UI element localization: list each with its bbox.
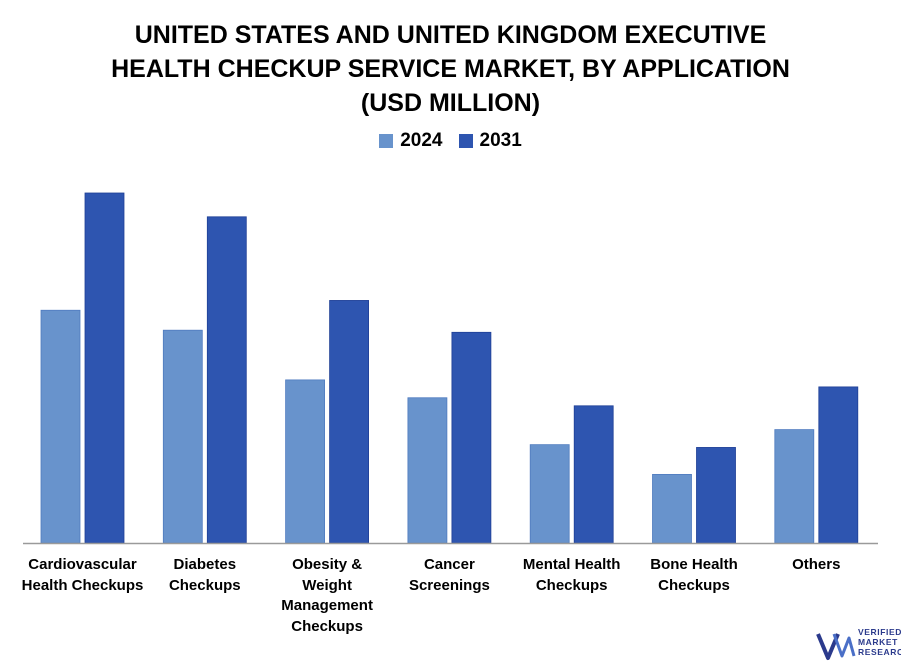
legend-label-2024: 2024	[400, 130, 443, 151]
category-label-line: Management	[281, 597, 373, 614]
category-label-2: Obesity & Weight Management Checkups	[262, 555, 392, 637]
legend-swatch-2024	[379, 134, 394, 148]
category-label-line: Cardiovascular	[28, 556, 137, 573]
bar-2031-2	[329, 300, 370, 544]
chart-title: UNITED STATES AND UNITED KINGDOM EXECUTI…	[0, 18, 901, 120]
logo-text-line-3: RESEARCH	[858, 647, 901, 657]
category-label-line: Diabetes	[173, 556, 237, 573]
category-label-line: Screenings	[408, 576, 490, 594]
category-label-line: Others	[792, 556, 841, 573]
bar-2024-6	[774, 429, 815, 544]
category-label-line: Checkups	[168, 576, 241, 594]
category-label-line: Cancer	[423, 556, 475, 573]
bar-2024-4	[529, 444, 570, 544]
category-label-line: Mental Health	[522, 556, 621, 573]
logo-text-line-2: MARKET	[858, 637, 898, 647]
legend-swatch-2031	[458, 134, 473, 148]
verified-market-research-logo	[816, 633, 856, 660]
bar-2031-6	[818, 386, 859, 544]
bar-2031-5	[696, 447, 736, 544]
legend: 2024 2031	[0, 130, 901, 152]
category-label-0: Cardiovascular Health Checkups	[18, 555, 148, 596]
bar-2024-5	[652, 473, 692, 544]
bar-2031-1	[206, 216, 247, 544]
category-label-5: Bone Health Checkups	[629, 555, 759, 596]
legend-label-2031: 2031	[479, 130, 522, 151]
bar-2031-4	[573, 405, 614, 544]
logo-text: VERIFIED MARKET RESEARCH	[858, 627, 901, 657]
bar-2031-0	[84, 192, 125, 544]
bar-2024-3	[407, 397, 448, 544]
chart-title-line-2: HEALTH CHECKUP SERVICE MARKET, BY APPLIC…	[111, 55, 790, 83]
bar-2024-2	[285, 379, 326, 544]
category-label-line: Checkups	[535, 576, 608, 594]
category-label-line: Weight	[302, 576, 352, 594]
category-label-line: Checkups	[291, 617, 363, 635]
bar-2024-1	[162, 329, 203, 544]
logo-text-line-1: VERIFIED	[858, 627, 901, 637]
legend-item-2031: 2031	[458, 130, 522, 152]
legend-item-2024: 2024	[379, 130, 443, 152]
bar-2024-0	[40, 309, 81, 544]
chart-title-line-3: (USD MILLION)	[360, 89, 541, 117]
bar-2031-3	[451, 331, 492, 544]
category-label-1: Diabetes Checkups	[140, 555, 270, 596]
category-label-3: Cancer Screenings	[384, 555, 514, 596]
category-label-4: Mental Health Checkups	[507, 555, 637, 596]
category-label-line: Obesity &	[292, 556, 363, 573]
category-label-line: Bone Health	[650, 556, 738, 573]
category-label-line: Health Checkups	[21, 576, 144, 594]
category-label-line: Checkups	[658, 576, 730, 594]
chart-title-line-1: UNITED STATES AND UNITED KINGDOM EXECUTI…	[134, 21, 767, 49]
category-label-6: Others	[751, 555, 881, 576]
